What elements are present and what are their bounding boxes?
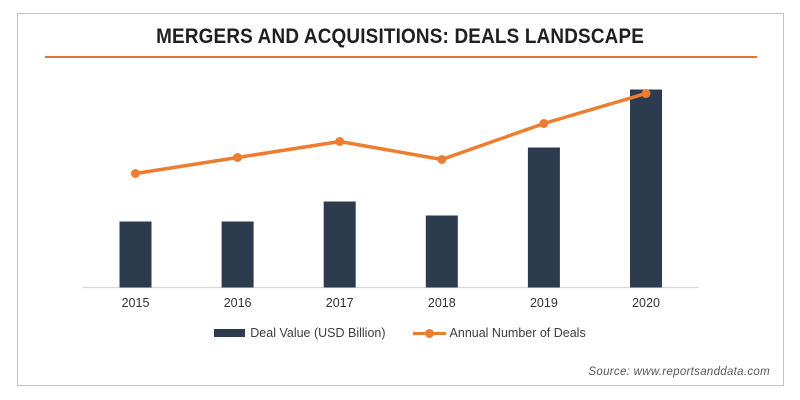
bar-2017	[323, 201, 356, 288]
x-tick-label-2015: 2015	[122, 296, 150, 310]
source-note: Source: www.reportsanddata.com	[588, 366, 770, 378]
line-series-swatch	[412, 328, 446, 338]
legend-item-annual-deals: Annual Number of Deals	[412, 326, 586, 340]
line-marker-2016	[233, 153, 243, 162]
x-tick-label-2016: 2016	[224, 296, 252, 310]
legend-label-deal-value: Deal Value (USD Billion)	[250, 326, 386, 340]
line-marker-dot-icon	[424, 328, 434, 338]
bar-series-swatch	[214, 329, 246, 337]
line-marker-2015	[131, 169, 140, 178]
bar-2015	[119, 221, 152, 288]
x-tick-label-2019: 2019	[530, 296, 558, 310]
x-tick-label-2018: 2018	[428, 296, 456, 310]
bar-2016	[221, 221, 254, 288]
title-underline-rule	[45, 56, 757, 58]
line-marker-2020	[641, 89, 651, 98]
bar-2020	[630, 89, 662, 288]
legend-label-annual-deals: Annual Number of Deals	[449, 326, 586, 340]
bar-2018	[425, 215, 458, 288]
line-marker-2018	[437, 155, 447, 164]
legend-item-deal-value: Deal Value (USD Billion)	[214, 326, 386, 340]
line-marker-2019	[539, 119, 549, 128]
page-title: MERGERS AND ACQUISITIONS: DEALS LANDSCAP…	[0, 25, 800, 49]
bar-2019	[527, 147, 560, 288]
line-marker-2017	[335, 137, 345, 146]
page-title-text: MERGERS AND ACQUISITIONS: DEALS LANDSCAP…	[156, 25, 644, 48]
annual-deals-line	[133, 91, 648, 176]
legend: Deal Value (USD Billion) Annual Number o…	[0, 326, 800, 340]
x-tick-label-2020: 2020	[632, 296, 660, 310]
x-tick-label-2017: 2017	[326, 296, 354, 310]
